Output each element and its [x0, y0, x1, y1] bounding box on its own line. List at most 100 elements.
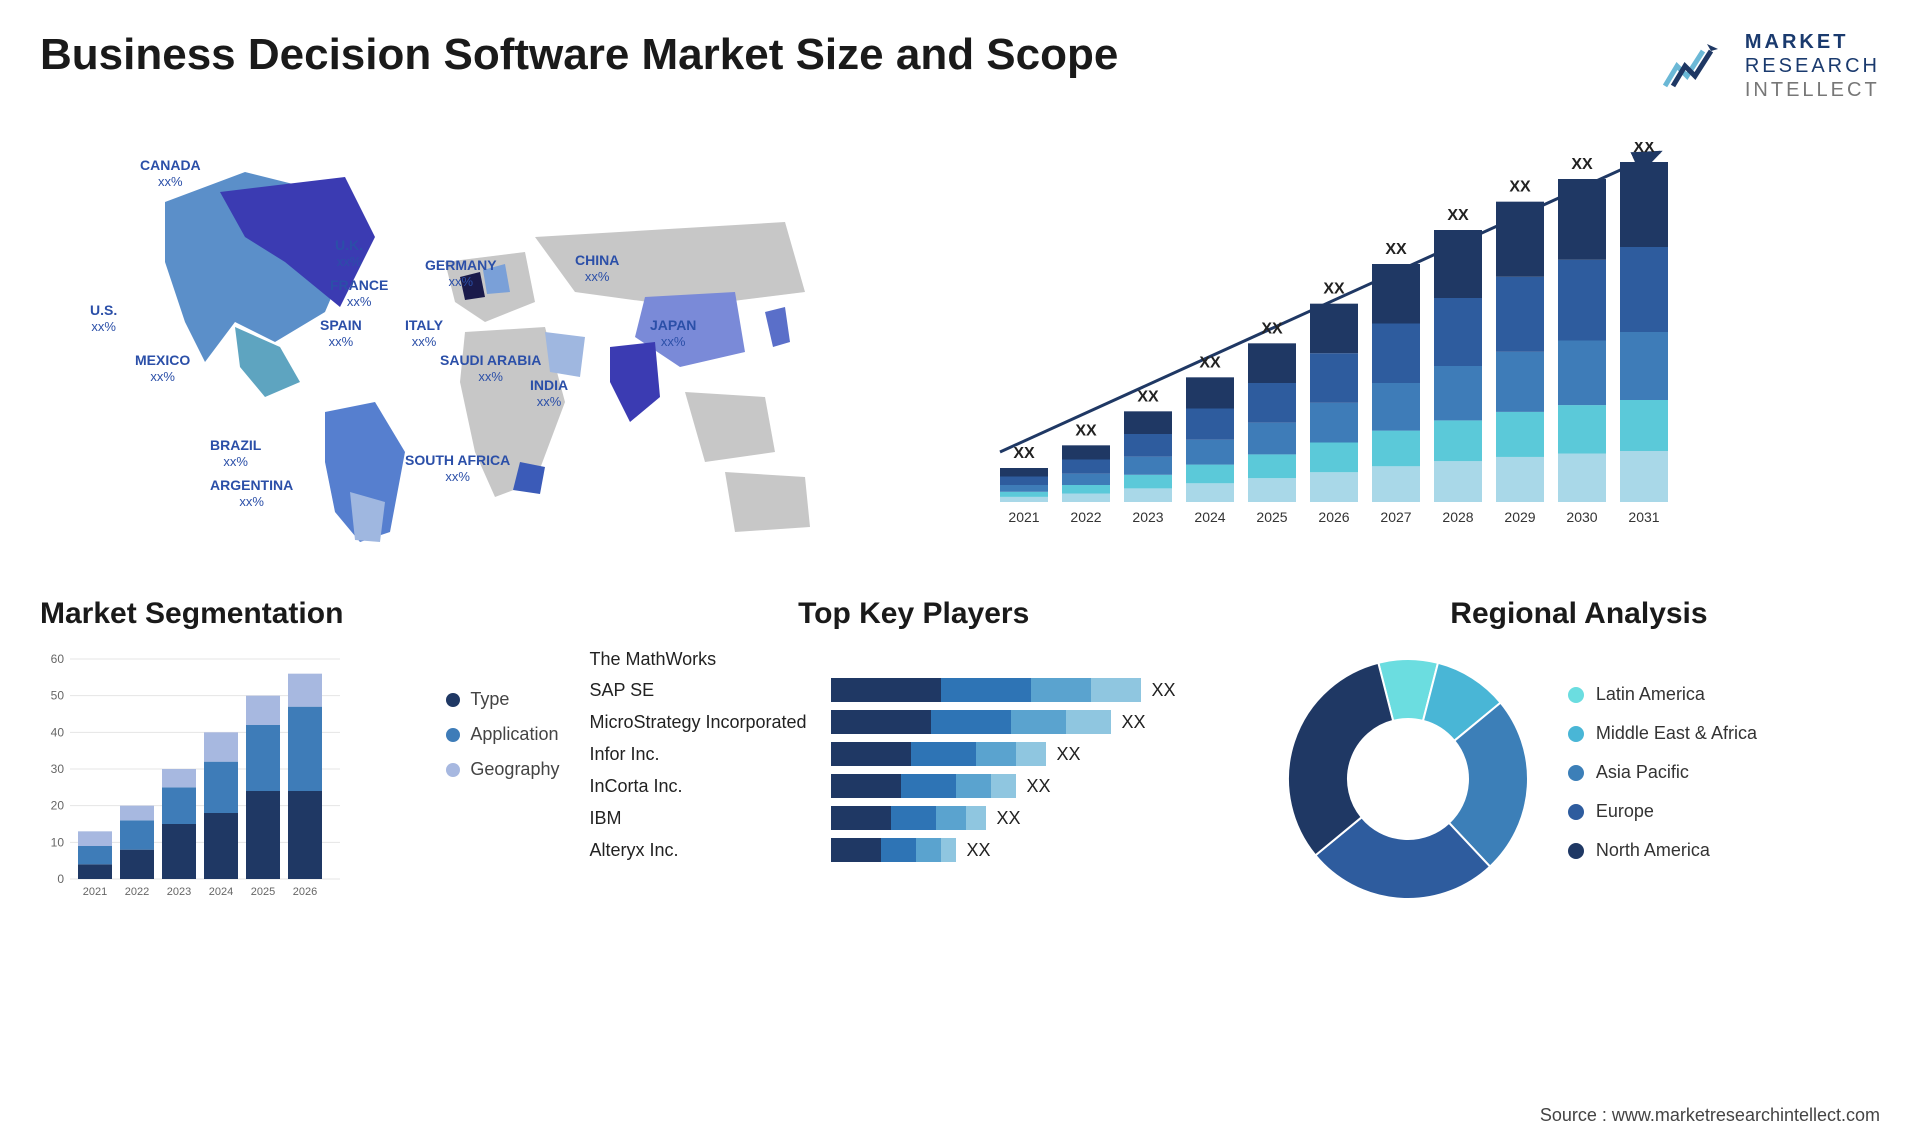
svg-text:XX: XX	[1075, 422, 1097, 439]
logo-line2: RESEARCH	[1745, 54, 1880, 78]
svg-text:2022: 2022	[125, 886, 149, 898]
regional-content: Latin America Middle East & Africa Asia Pa…	[1278, 649, 1880, 914]
svg-text:2026: 2026	[293, 886, 317, 898]
logo-icon	[1663, 41, 1733, 91]
svg-text:2031: 2031	[1628, 509, 1659, 525]
svg-text:30: 30	[51, 762, 65, 776]
svg-text:50: 50	[51, 689, 65, 703]
players-list: The MathWorks SAP SEXX MicroStrategy Incor…	[589, 649, 1237, 862]
segmentation-chart: 0102030405060202120222023202420252026 Ty…	[40, 649, 549, 914]
player-bar	[831, 838, 956, 862]
map-label: U.S.xx%	[90, 302, 117, 334]
player-value: XX	[996, 808, 1020, 829]
svg-text:2021: 2021	[1008, 509, 1039, 525]
svg-text:2023: 2023	[1132, 509, 1163, 525]
world-map: CANADAxx% U.S.xx% MEXICOxx% BRAZILxx% ARGENT…	[40, 142, 930, 542]
map-label: JAPANxx%	[650, 317, 696, 349]
player-value: XX	[1151, 680, 1175, 701]
segmentation-title: Market Segmentation	[40, 597, 549, 631]
svg-text:20: 20	[51, 799, 65, 813]
player-name: MicroStrategy Incorporated	[589, 712, 819, 733]
svg-text:0: 0	[57, 872, 64, 886]
players-title: Top Key Players	[589, 597, 1237, 631]
svg-text:XX: XX	[1323, 281, 1345, 298]
svg-text:2026: 2026	[1318, 509, 1349, 525]
map-label: CANADAxx%	[140, 157, 201, 189]
svg-text:XX: XX	[1013, 445, 1035, 462]
player-row: InCorta Inc. XX	[589, 774, 1237, 798]
svg-text:2022: 2022	[1070, 509, 1101, 525]
player-row: SAP SEXX	[589, 678, 1237, 702]
player-row: Alteryx Inc.XX	[589, 838, 1237, 862]
map-label: SOUTH AFRICAxx%	[405, 452, 510, 484]
player-value: XX	[1026, 776, 1050, 797]
svg-text:2027: 2027	[1380, 509, 1411, 525]
segmentation-panel: Market Segmentation 01020304050602021202…	[40, 597, 549, 914]
svg-text:XX: XX	[1199, 354, 1221, 371]
source-label: Source : www.marketresearchintellect.com	[1540, 1105, 1880, 1126]
region-legend-item: Middle East & Africa	[1568, 723, 1757, 744]
svg-text:2024: 2024	[1194, 509, 1225, 525]
map-label: CHINAxx%	[575, 252, 619, 284]
logo-text: MARKET RESEARCH INTELLECT	[1745, 30, 1880, 102]
region-legend-item: Latin America	[1568, 684, 1757, 705]
logo-line1: MARKET	[1745, 30, 1880, 54]
player-row: IBMXX	[589, 806, 1237, 830]
map-label: BRAZILxx%	[210, 437, 261, 469]
main-chart-svg: XX 2021 XX 2022 XX 2023 XX 2024 XX 2025 XX 2026 XX 20…	[990, 142, 1690, 542]
map-label: U.K.xx%	[335, 237, 363, 269]
svg-text:XX: XX	[1447, 207, 1469, 224]
map-label: SPAINxx%	[320, 317, 362, 349]
svg-text:XX: XX	[1571, 156, 1593, 173]
donut-chart	[1278, 649, 1538, 914]
player-name: Alteryx Inc.	[589, 840, 819, 861]
map-label: ITALYxx%	[405, 317, 443, 349]
map-label: INDIAxx%	[530, 377, 568, 409]
player-name: Infor Inc.	[589, 744, 819, 765]
svg-text:10: 10	[51, 835, 65, 849]
svg-text:XX: XX	[1261, 320, 1283, 337]
logo: MARKET RESEARCH INTELLECT	[1663, 30, 1880, 102]
player-bar	[831, 678, 1141, 702]
svg-text:40: 40	[51, 725, 65, 739]
page-title: Business Decision Software Market Size a…	[40, 30, 1118, 80]
segmentation-svg: 0102030405060202120222023202420252026	[40, 649, 340, 909]
svg-text:XX: XX	[1385, 241, 1407, 258]
players-panel: Top Key Players The MathWorks SAP SEXX Mic…	[589, 597, 1237, 914]
main-bar-chart: XX 2021 XX 2022 XX 2023 XX 2024 XX 2025 XX 2026 XX 20…	[990, 142, 1880, 547]
map-label: FRANCExx%	[330, 277, 388, 309]
segmentation-legend-item: Application	[446, 724, 559, 745]
player-name: InCorta Inc.	[589, 776, 819, 797]
top-row: CANADAxx% U.S.xx% MEXICOxx% BRAZILxx% ARGENT…	[40, 142, 1880, 547]
region-legend-item: Europe	[1568, 801, 1757, 822]
regional-title: Regional Analysis	[1278, 597, 1880, 631]
donut-svg	[1278, 649, 1538, 909]
svg-text:2021: 2021	[83, 886, 107, 898]
svg-text:2029: 2029	[1504, 509, 1535, 525]
player-row: MicroStrategy Incorporated XX	[589, 710, 1237, 734]
map-label: ARGENTINAxx%	[210, 477, 293, 509]
region-legend-item: Asia Pacific	[1568, 762, 1757, 783]
bottom-row: Market Segmentation 01020304050602021202…	[40, 597, 1880, 914]
svg-text:2025: 2025	[1256, 509, 1287, 525]
svg-text:XX: XX	[1137, 388, 1159, 405]
segmentation-legend-item: Type	[446, 689, 559, 710]
map-label: MEXICOxx%	[135, 352, 190, 384]
player-value: XX	[1121, 712, 1145, 733]
region-legend-item: North America	[1568, 840, 1757, 861]
player-row: Infor Inc. XX	[589, 742, 1237, 766]
player-bar	[831, 710, 1111, 734]
svg-text:2030: 2030	[1566, 509, 1597, 525]
player-row: The MathWorks	[589, 649, 1237, 670]
svg-text:XX: XX	[1509, 179, 1531, 196]
segmentation-legend-item: Geography	[446, 759, 559, 780]
player-bar	[831, 742, 1046, 766]
regional-legend: Latin America Middle East & Africa Asia Pa…	[1568, 684, 1757, 879]
svg-text:2025: 2025	[251, 886, 275, 898]
svg-text:2024: 2024	[209, 886, 233, 898]
player-value: XX	[1056, 744, 1080, 765]
player-bar	[831, 806, 986, 830]
svg-text:2028: 2028	[1442, 509, 1473, 525]
map-label: SAUDI ARABIAxx%	[440, 352, 541, 384]
map-label: GERMANYxx%	[425, 257, 497, 289]
